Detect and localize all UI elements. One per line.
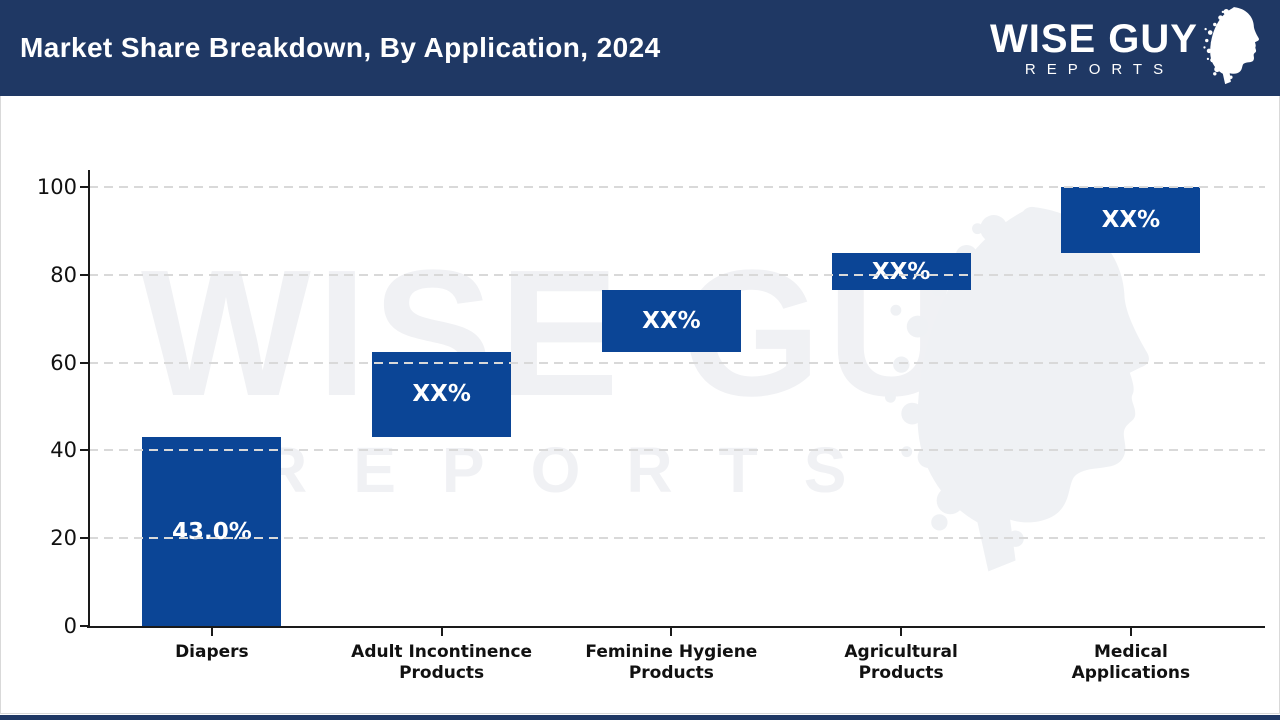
gridline — [89, 186, 1265, 188]
y-axis-tick-label: 0 — [63, 614, 77, 638]
x-axis-label: Diapers — [97, 642, 327, 663]
gridline — [89, 537, 1265, 540]
x-axis-tick — [440, 628, 443, 636]
x-axis-label-line: Medical — [1093, 642, 1168, 662]
x-axis-label: Agricultural Products — [786, 642, 1016, 684]
y-axis-tick-label: 80 — [50, 262, 77, 287]
x-axis-line — [87, 626, 1265, 628]
page-title: Market Share Breakdown, By Application, … — [20, 32, 661, 63]
x-axis-label-line: Adult Incontinence — [351, 642, 533, 662]
y-axis-tick-label: 20 — [50, 526, 77, 551]
logo-head-icon — [1203, 7, 1259, 85]
bar-value-label: 43.0% — [171, 518, 252, 545]
y-axis-tick — [80, 186, 88, 188]
y-axis-tick-label: 60 — [50, 350, 77, 375]
y-axis-line — [88, 170, 90, 628]
bar — [601, 290, 741, 352]
wiseguy-logo: WISE GUY REPORTS — [990, 6, 1270, 90]
y-axis-tick-label: 100 — [36, 175, 77, 199]
gridline — [89, 273, 1265, 276]
y-axis-tick — [80, 273, 88, 276]
bar-value-label: XX% — [1101, 206, 1161, 233]
bar — [1061, 187, 1201, 253]
bar-value-label: XX% — [412, 381, 471, 408]
bar — [372, 351, 512, 438]
x-axis-label: Medical Applications — [1016, 642, 1246, 684]
x-axis-label-line: Applications — [1071, 663, 1191, 683]
x-axis-label-line: Products — [858, 663, 944, 683]
y-axis-tick — [80, 361, 88, 364]
logo-text: WISE GUY REPORTS — [990, 17, 1198, 79]
x-axis-label-line: Feminine Hygiene — [585, 642, 758, 662]
y-axis-tick — [80, 625, 88, 627]
watermark-text-2: REPORTS — [261, 434, 893, 506]
footer-bar — [0, 715, 1280, 720]
logo-name: WISE GUY — [989, 17, 1198, 61]
x-axis-label-line: Products — [628, 663, 714, 683]
y-axis-tick-label: 40 — [50, 438, 77, 463]
gridline — [89, 361, 1265, 364]
bar-value-label: XX% — [642, 307, 701, 334]
x-axis-tick — [1129, 628, 1132, 636]
x-axis-label: Feminine Hygiene Products — [556, 642, 786, 684]
logo-subtitle: REPORTS — [1024, 61, 1175, 78]
bar — [142, 437, 282, 626]
bar — [831, 252, 971, 291]
header: Market Share Breakdown, By Application, … — [0, 0, 1280, 96]
chart-area: WISE GUY REPORTS 43.0% Diapers XX% Adult In… — [0, 96, 1280, 714]
x-axis-label-line: Agricultural — [844, 642, 958, 662]
bar-value-label: XX% — [871, 258, 931, 285]
y-axis-tick — [80, 449, 88, 452]
x-axis-label: Adult Incontinence Products — [327, 642, 557, 684]
x-axis-tick — [670, 628, 673, 636]
gridline — [89, 449, 1265, 452]
x-axis-tick — [900, 628, 903, 636]
x-axis-label-line: Products — [399, 663, 485, 683]
x-axis-tick — [210, 628, 213, 636]
y-axis-tick — [80, 537, 88, 540]
x-axis-label-line: Diapers — [175, 642, 249, 662]
